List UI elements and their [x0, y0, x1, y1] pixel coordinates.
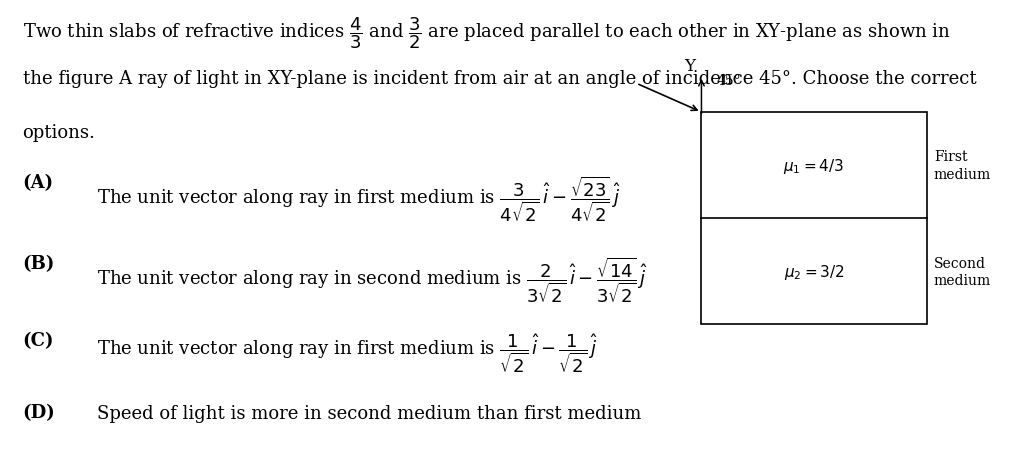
Text: $\mu_1 = 4/3$: $\mu_1 = 4/3$	[783, 156, 845, 175]
Text: $\mu_2 = 3/2$: $\mu_2 = 3/2$	[784, 262, 844, 281]
Text: the figure A ray of light in XY-plane is incident from air at an angle of incide: the figure A ray of light in XY-plane is…	[23, 70, 976, 88]
Text: Two thin slabs of refractive indices $\dfrac{4}{3}$ and $\dfrac{3}{2}$ are place: Two thin slabs of refractive indices $\d…	[23, 16, 950, 51]
Text: (B): (B)	[23, 255, 55, 273]
Text: The unit vector along ray in first medium is $\dfrac{1}{\sqrt{2}}\,\hat{i} - \df: The unit vector along ray in first mediu…	[97, 331, 598, 374]
Text: (C): (C)	[23, 331, 54, 350]
Text: Speed of light is more in second medium than first medium: Speed of light is more in second medium …	[97, 404, 642, 422]
Text: The unit vector along ray in first medium is $\dfrac{3}{4\sqrt{2}}\,\hat{i} - \d: The unit vector along ray in first mediu…	[97, 174, 622, 223]
Text: 45°: 45°	[717, 74, 741, 88]
Text: (A): (A)	[23, 174, 53, 192]
Text: Y: Y	[684, 57, 694, 74]
Text: Second
medium: Second medium	[934, 256, 991, 287]
Text: (D): (D)	[23, 404, 55, 422]
Bar	[701, 113, 927, 325]
Text: First
medium: First medium	[934, 150, 991, 181]
Text: The unit vector along ray in second medium is $\dfrac{2}{3\sqrt{2}}\,\hat{i} - \: The unit vector along ray in second medi…	[97, 255, 647, 304]
Text: options.: options.	[23, 124, 95, 142]
